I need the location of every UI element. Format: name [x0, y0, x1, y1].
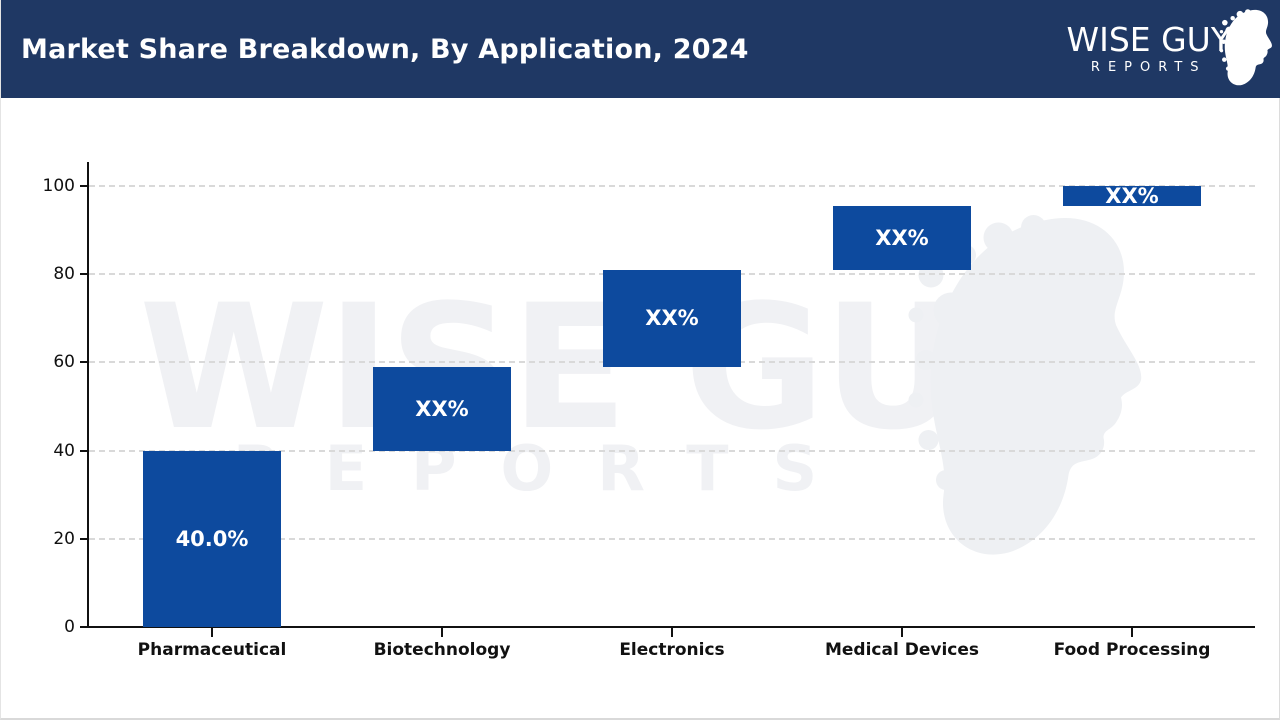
y-tick-label-100: 100 [42, 176, 75, 196]
bar-food-processing: XX% [1063, 183, 1201, 208]
x-tick-4 [1131, 628, 1133, 637]
y-tick-label-40: 40 [53, 440, 75, 461]
logo-wiseguy-label: WISE GUY [1066, 20, 1231, 60]
x-tick-2 [671, 628, 673, 637]
bar-value-label: 40.0% [175, 526, 249, 551]
bar-value-label: XX% [415, 396, 469, 421]
x-label-biotechnology: Biotechnology [373, 640, 511, 660]
y-tick-60 [80, 361, 88, 364]
y-tick-20 [80, 537, 88, 540]
y-tick-label-20: 20 [53, 528, 75, 549]
x-tick-3 [901, 628, 903, 637]
x-label-food-processing: Food Processing [1053, 640, 1211, 660]
x-label-electronics: Electronics [619, 640, 725, 660]
x-tick-1 [441, 628, 443, 637]
watermark-reports-text: REPORTS [233, 432, 862, 505]
bar-value-label: XX% [645, 306, 699, 331]
y-tick-0 [80, 626, 88, 628]
y-tick-100 [80, 185, 88, 187]
logo-text: WISE GUY REPORTS [1066, 23, 1231, 75]
bar-value-label: XX% [875, 225, 929, 250]
bar-value-label: XX% [1105, 183, 1159, 208]
gridline-40 [89, 449, 1255, 452]
y-tick-80 [80, 273, 88, 276]
logo-reports-label: REPORTS [1090, 59, 1207, 75]
x-label-medical-devices: Medical Devices [824, 640, 979, 660]
gridline-100 [89, 185, 1255, 187]
page-title: Market Share Breakdown, By Application, … [21, 33, 749, 65]
wiseguy-logo: WISE GUY REPORTS [1023, 4, 1273, 94]
bar-medical-devices: XX% [833, 205, 971, 270]
bar-electronics: XX% [603, 269, 741, 367]
y-tick-label-0: 0 [64, 617, 75, 637]
x-label-pharmaceutical: Pharmaceutical [137, 640, 287, 660]
y-axis-spine [87, 162, 89, 628]
header: Market Share Breakdown, By Application, … [1, 0, 1280, 98]
gridline-20 [89, 537, 1255, 540]
x-axis-spine [87, 626, 1255, 628]
y-tick-label-60: 60 [53, 352, 75, 373]
y-tick-label-80: 80 [53, 264, 75, 285]
bar-pharmaceutical: 40.0% [143, 450, 281, 627]
x-tick-0 [211, 628, 213, 637]
bar-biotechnology: XX% [373, 366, 511, 451]
y-tick-40 [80, 449, 88, 452]
